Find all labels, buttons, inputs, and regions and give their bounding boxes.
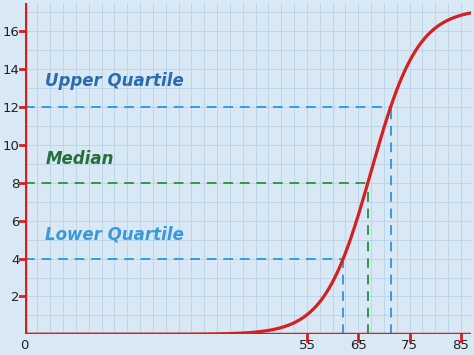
Text: Median: Median <box>45 150 114 168</box>
Text: Lower Quartile: Lower Quartile <box>45 226 184 244</box>
Text: Upper Quartile: Upper Quartile <box>45 72 184 90</box>
